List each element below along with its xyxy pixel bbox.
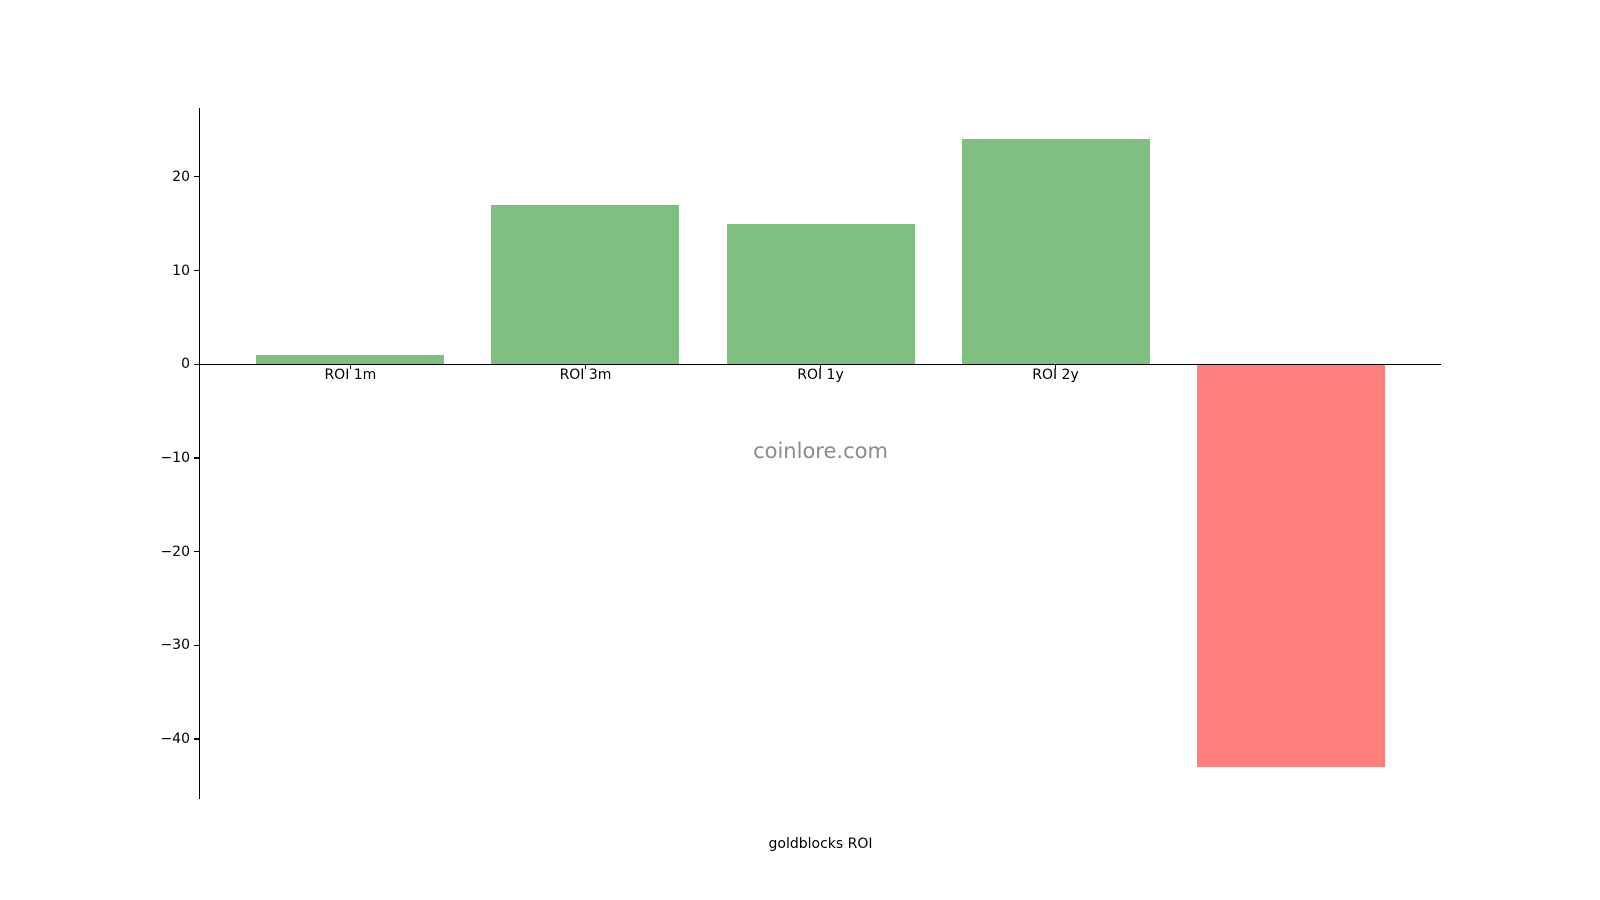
x-tick-mark [819, 364, 822, 370]
y-tick-label: −20 [160, 543, 190, 560]
x-axis-spine [200, 363, 1441, 365]
y-tick-label: −30 [160, 637, 190, 654]
y-tick-mark [193, 551, 199, 553]
bar-roi-1m [256, 354, 445, 365]
y-tick-label: 0 [181, 356, 190, 373]
x-axis-title: goldblocks ROI [768, 836, 873, 852]
x-tick-mark [349, 364, 351, 370]
bar-roi-1y [726, 223, 915, 365]
x-tick-label: ROI 2y [1032, 367, 1079, 384]
x-tick-mark [1054, 364, 1057, 370]
bar-roi-3m [491, 205, 680, 365]
x-tick-label: ROI 3m [559, 367, 612, 384]
y-tick-label: −10 [160, 450, 190, 466]
y-tick-mark [193, 270, 199, 272]
y-tick-label: 20 [172, 168, 190, 185]
y-tick-mark [193, 363, 199, 365]
x-tick-mark [584, 364, 587, 370]
x-tick-label: ROI 1y [797, 367, 844, 384]
y-tick-mark [193, 176, 199, 178]
y-tick-mark [193, 738, 199, 740]
y-tick-mark [193, 457, 199, 459]
y-tick-label: 10 [172, 262, 190, 279]
bar-unlabeled [1196, 364, 1385, 768]
watermark: coinlore.com [753, 439, 888, 463]
y-tick-label: −40 [160, 731, 190, 747]
bar-roi-2y [961, 139, 1150, 365]
y-axis-spine [198, 108, 200, 799]
x-tick-label: ROI 1m [324, 367, 377, 384]
y-tick-mark [193, 644, 199, 646]
